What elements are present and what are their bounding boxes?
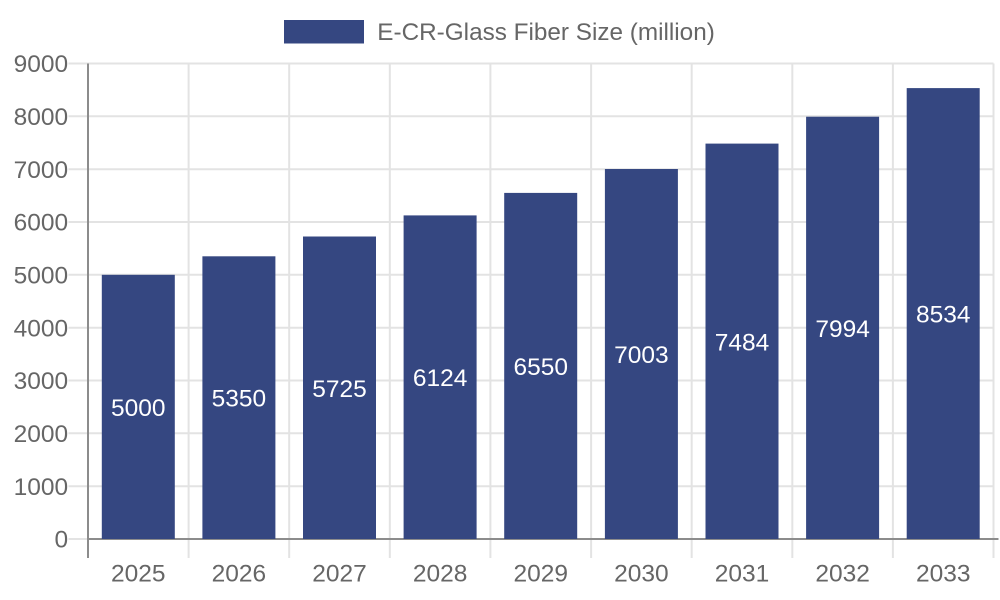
svg-text:5000: 5000 [111,395,166,422]
svg-text:2031: 2031 [715,560,770,587]
svg-text:9000: 9000 [14,51,69,78]
svg-text:7484: 7484 [715,329,770,356]
svg-text:2000: 2000 [14,421,69,448]
svg-text:2030: 2030 [614,560,669,587]
svg-text:E-CR-Glass Fiber Size (million: E-CR-Glass Fiber Size (million) [377,19,715,46]
svg-text:2025: 2025 [111,560,166,587]
svg-text:8000: 8000 [14,104,69,131]
svg-text:6550: 6550 [514,354,569,381]
svg-text:3000: 3000 [14,368,69,395]
svg-text:7994: 7994 [815,316,870,343]
svg-text:2029: 2029 [514,560,569,587]
svg-text:6124: 6124 [413,365,468,392]
svg-text:8534: 8534 [916,302,971,329]
svg-text:2026: 2026 [212,560,267,587]
svg-text:5725: 5725 [312,376,367,403]
svg-text:6000: 6000 [14,210,69,237]
svg-text:2028: 2028 [413,560,468,587]
svg-text:5350: 5350 [212,386,267,413]
svg-text:4000: 4000 [14,315,69,342]
svg-text:2027: 2027 [312,560,367,587]
svg-text:7003: 7003 [614,342,669,369]
svg-text:2032: 2032 [815,560,870,587]
svg-text:0: 0 [55,527,69,554]
svg-text:1000: 1000 [14,474,69,501]
svg-text:2033: 2033 [916,560,971,587]
svg-text:5000: 5000 [14,262,69,289]
svg-text:7000: 7000 [14,157,69,184]
